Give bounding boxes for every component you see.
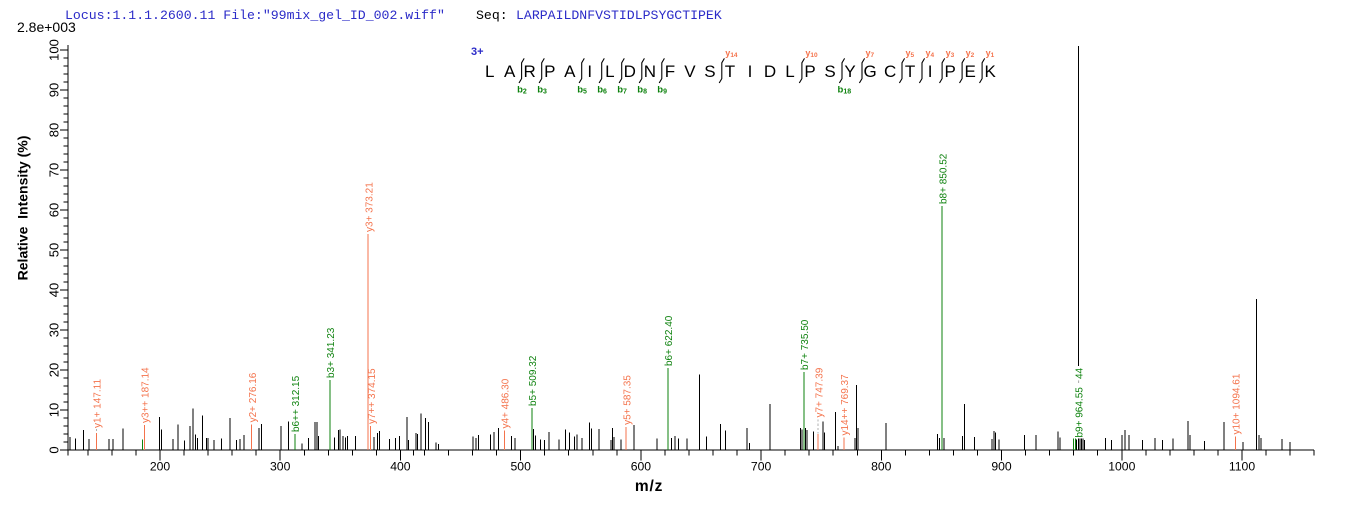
svg-text:b8: b8: [637, 85, 647, 96]
svg-text:y5+ 587.35: y5+ 587.35: [622, 375, 633, 425]
svg-text:80: 80: [47, 123, 62, 137]
svg-text:y3+ 373.21: y3+ 373.21: [364, 182, 375, 232]
svg-text:b2: b2: [517, 85, 527, 96]
svg-text:P: P: [804, 62, 815, 81]
svg-text:500: 500: [511, 460, 532, 474]
svg-text:1100: 1100: [1229, 460, 1255, 474]
svg-text:0: 0: [47, 446, 62, 453]
svg-text:D: D: [624, 62, 636, 81]
svg-text:b7+ 735.50: b7+ 735.50: [800, 319, 811, 370]
svg-text:b7: b7: [617, 85, 627, 96]
svg-text:K: K: [985, 62, 997, 81]
svg-text:I: I: [748, 62, 753, 81]
svg-text:b9: b9: [657, 85, 667, 96]
svg-text:N: N: [644, 62, 656, 81]
svg-text:y14: y14: [725, 48, 738, 59]
svg-text:50: 50: [47, 243, 62, 257]
svg-text:700: 700: [751, 460, 772, 474]
svg-text:L: L: [605, 62, 614, 81]
svg-text:D: D: [764, 62, 776, 81]
svg-text:F: F: [665, 62, 675, 81]
svg-text:V: V: [684, 62, 696, 81]
svg-text:y1: y1: [986, 48, 995, 59]
svg-text:L: L: [785, 62, 794, 81]
svg-text:b3: b3: [537, 85, 547, 96]
svg-text:S: S: [824, 62, 835, 81]
svg-text:40: 40: [47, 283, 62, 297]
svg-text:b6: b6: [597, 85, 607, 96]
svg-text:y3: y3: [946, 48, 955, 59]
svg-text:m/z: m/z: [635, 478, 663, 495]
svg-text:Relative Intensity (%): Relative Intensity (%): [15, 136, 31, 281]
svg-text:10: 10: [47, 403, 62, 417]
svg-text:400: 400: [390, 460, 411, 474]
svg-text:I: I: [928, 62, 933, 81]
svg-text:b6++ 312.15: b6++ 312.15: [291, 375, 302, 432]
svg-text:T: T: [725, 62, 735, 81]
svg-text:Locus:1.1.1.2600.11 File:"99mi: Locus:1.1.1.2600.11 File:"99mix_gel_ID_0…: [65, 8, 445, 23]
svg-text:y3++ 187.14: y3++ 187.14: [141, 367, 152, 423]
svg-text:y5: y5: [906, 48, 915, 59]
svg-text:b18: b18: [838, 85, 852, 96]
svg-text:y1+ 147.11: y1+ 147.11: [93, 379, 104, 428]
svg-text:y4+ 486.30: y4+ 486.30: [501, 378, 512, 428]
svg-text:1000: 1000: [1108, 460, 1135, 474]
svg-text:y10: y10: [805, 48, 818, 59]
svg-text:A: A: [564, 62, 576, 81]
svg-text:300: 300: [270, 460, 291, 474]
svg-text:y7+ 747.39: y7+ 747.39: [814, 367, 825, 417]
svg-text:100: 100: [47, 39, 62, 61]
svg-text:y2: y2: [966, 48, 975, 59]
svg-text:R: R: [524, 62, 536, 81]
svg-text:b6+ 622.40: b6+ 622.40: [664, 315, 675, 366]
svg-text:y4: y4: [926, 48, 935, 59]
svg-text:L: L: [485, 62, 494, 81]
svg-text:20: 20: [47, 363, 62, 377]
svg-text:Seq:: Seq:: [476, 8, 508, 23]
svg-text:b9+ 964.55: b9+ 964.55: [1075, 387, 1086, 438]
svg-text:A: A: [504, 62, 516, 81]
svg-text:2.8e+003: 2.8e+003: [17, 19, 76, 35]
svg-text:y7: y7: [866, 48, 875, 59]
svg-text:P: P: [945, 62, 956, 81]
svg-text:y7++ 374.15: y7++ 374.15: [367, 368, 378, 424]
svg-text:800: 800: [871, 460, 892, 474]
svg-text:3+: 3+: [471, 46, 484, 58]
svg-text:y2+ 276.16: y2+ 276.16: [248, 372, 259, 422]
svg-text:P: P: [544, 62, 555, 81]
svg-text:b5: b5: [577, 85, 587, 96]
svg-text:E: E: [965, 62, 976, 81]
svg-text:b5+ 509.32: b5+ 509.32: [528, 355, 539, 406]
svg-text:b3+ 341.23: b3+ 341.23: [326, 327, 337, 378]
svg-text:Y: Y: [844, 62, 855, 81]
svg-text:I: I: [587, 62, 592, 81]
svg-text:b8+ 850.52: b8+ 850.52: [938, 153, 949, 204]
svg-text:60: 60: [47, 203, 62, 217]
svg-text:T: T: [905, 62, 915, 81]
svg-text:900: 900: [991, 460, 1012, 474]
svg-text:44: 44: [1075, 367, 1086, 379]
svg-text:C: C: [884, 62, 896, 81]
svg-text:S: S: [704, 62, 715, 81]
svg-text:LARPAILDNFVSTIDLPSYGCTIPEK: LARPAILDNFVSTIDLPSYGCTIPEK: [516, 8, 722, 23]
svg-text:70: 70: [47, 163, 62, 177]
svg-text:30: 30: [47, 323, 62, 337]
svg-text:y10+ 1094.61: y10+ 1094.61: [1232, 373, 1243, 434]
svg-text:G: G: [863, 62, 876, 81]
svg-text:y14++ 769.37: y14++ 769.37: [840, 374, 851, 436]
svg-text:90: 90: [47, 83, 62, 97]
svg-text:600: 600: [631, 460, 652, 474]
svg-text:200: 200: [150, 460, 171, 474]
